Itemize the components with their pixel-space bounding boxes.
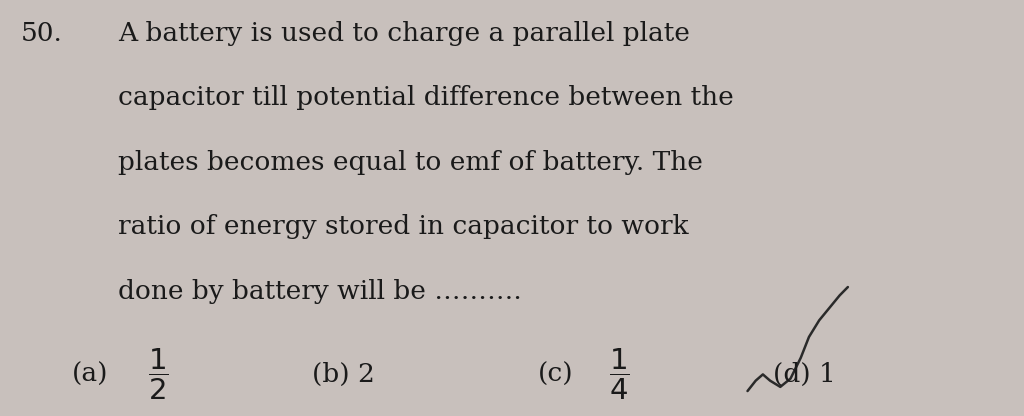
Text: (d) 1: (d) 1 — [773, 362, 836, 387]
Text: 50.: 50. — [20, 21, 62, 46]
Text: A battery is used to charge a parallel plate: A battery is used to charge a parallel p… — [118, 21, 689, 46]
Text: (c): (c) — [538, 362, 573, 387]
Text: (b) 2: (b) 2 — [312, 362, 375, 387]
Text: ratio of energy stored in capacitor to work: ratio of energy stored in capacitor to w… — [118, 214, 688, 239]
Text: plates becomes equal to emf of battery. The: plates becomes equal to emf of battery. … — [118, 150, 702, 175]
Text: (a): (a) — [72, 362, 109, 387]
Text: $\dfrac{1}{2}$: $\dfrac{1}{2}$ — [148, 347, 169, 402]
Text: capacitor till potential difference between the: capacitor till potential difference betw… — [118, 85, 733, 110]
Text: done by battery will be ……….: done by battery will be ………. — [118, 279, 521, 304]
Text: $\dfrac{1}{4}$: $\dfrac{1}{4}$ — [609, 347, 630, 402]
